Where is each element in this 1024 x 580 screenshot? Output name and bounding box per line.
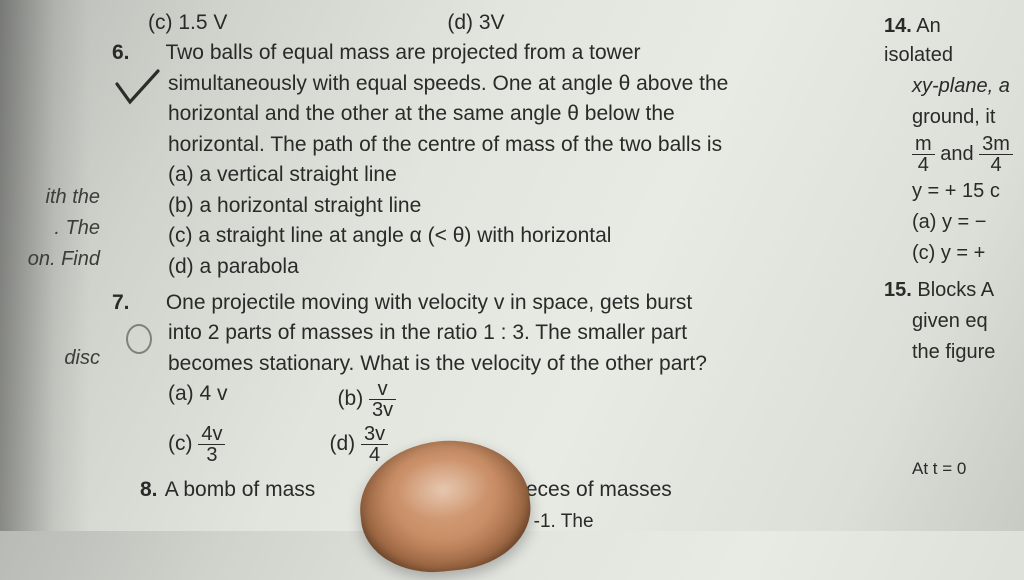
stem-line: Two balls of equal mass are projected fr…: [165, 41, 640, 64]
fraction-denominator: 3v: [369, 400, 396, 420]
margin-line: disc: [10, 344, 100, 373]
stem-line: given eq: [912, 310, 988, 332]
option-c: (c) a straight line at angle α (< θ) wit…: [168, 221, 854, 251]
stem-line: ground, it: [912, 106, 995, 128]
fraction-denominator: 4: [979, 155, 1013, 175]
question-number: 15.: [884, 276, 912, 305]
fraction-denominator: 4: [912, 155, 935, 175]
stem-line: At t = 0: [912, 459, 966, 478]
checkmark-icon: [114, 68, 160, 108]
fraction-numerator: m: [912, 134, 935, 155]
stem-line: the figure: [912, 341, 995, 363]
question-7: 7. One projectile moving with velocity v…: [120, 288, 854, 465]
right-column: 14. An isolated xy-plane, a ground, it m…: [884, 8, 1014, 542]
margin-line: on. Find: [10, 245, 100, 274]
option-d: (d) 3v4: [329, 424, 388, 465]
stem-line: into 2 parts of masses in the ratio 1 : …: [168, 321, 687, 344]
stem-line: A bomb of mass: [165, 478, 316, 501]
left-margin: ith the . The on. Find disc: [10, 8, 100, 542]
option-prefix: (d): [329, 432, 361, 455]
fraction-denominator: 3: [198, 445, 225, 465]
option-a: (a) y = −: [912, 211, 986, 233]
fraction-numerator: 3m: [979, 134, 1013, 155]
margin-line: ith the: [10, 183, 100, 212]
option-c: (c) y = +: [912, 242, 985, 264]
question-number: 6.: [140, 38, 160, 68]
option-prefix: (c): [168, 432, 198, 455]
stem-line: horizontal. The path of the centre of ma…: [168, 133, 722, 156]
fraction-numerator: v: [369, 379, 396, 400]
question-number: 8.: [140, 475, 160, 505]
stem-line: Blocks A: [917, 279, 994, 301]
option-b: (b) a horizontal straight line: [168, 191, 854, 221]
question-6: 6. Two balls of equal mass are projected…: [120, 38, 854, 282]
circle-mark-icon: [126, 324, 152, 354]
option-prefix: (b): [338, 387, 370, 410]
option-b: (b) v3v: [338, 379, 397, 420]
stem-line: becomes stationary. What is the velocity…: [168, 352, 707, 375]
stem-line: horizontal and the other at the same ang…: [168, 102, 675, 125]
option-a: (a) a vertical straight line: [168, 160, 854, 190]
question-number: 7.: [140, 288, 160, 318]
option-c: (c) 4v3: [168, 424, 225, 465]
text: and: [940, 143, 979, 165]
fraction-numerator: 3v: [361, 424, 388, 445]
option-c: (c) 1.5 V: [148, 8, 227, 38]
question-number: 14.: [884, 12, 912, 41]
option-d: (d) a parabola: [168, 252, 854, 282]
fraction-numerator: 4v: [198, 424, 225, 445]
stem-line: y = + 15 c: [912, 180, 1000, 202]
stem-line: One projectile moving with velocity v in…: [166, 291, 692, 314]
option-a: (a) 4 v: [168, 379, 228, 420]
stem-line: simultaneously with equal speeds. One at…: [168, 72, 728, 95]
stem-line: xy-plane, a: [912, 75, 1010, 97]
option-d: (d) 3V: [447, 8, 504, 38]
margin-line: . The: [10, 214, 100, 243]
